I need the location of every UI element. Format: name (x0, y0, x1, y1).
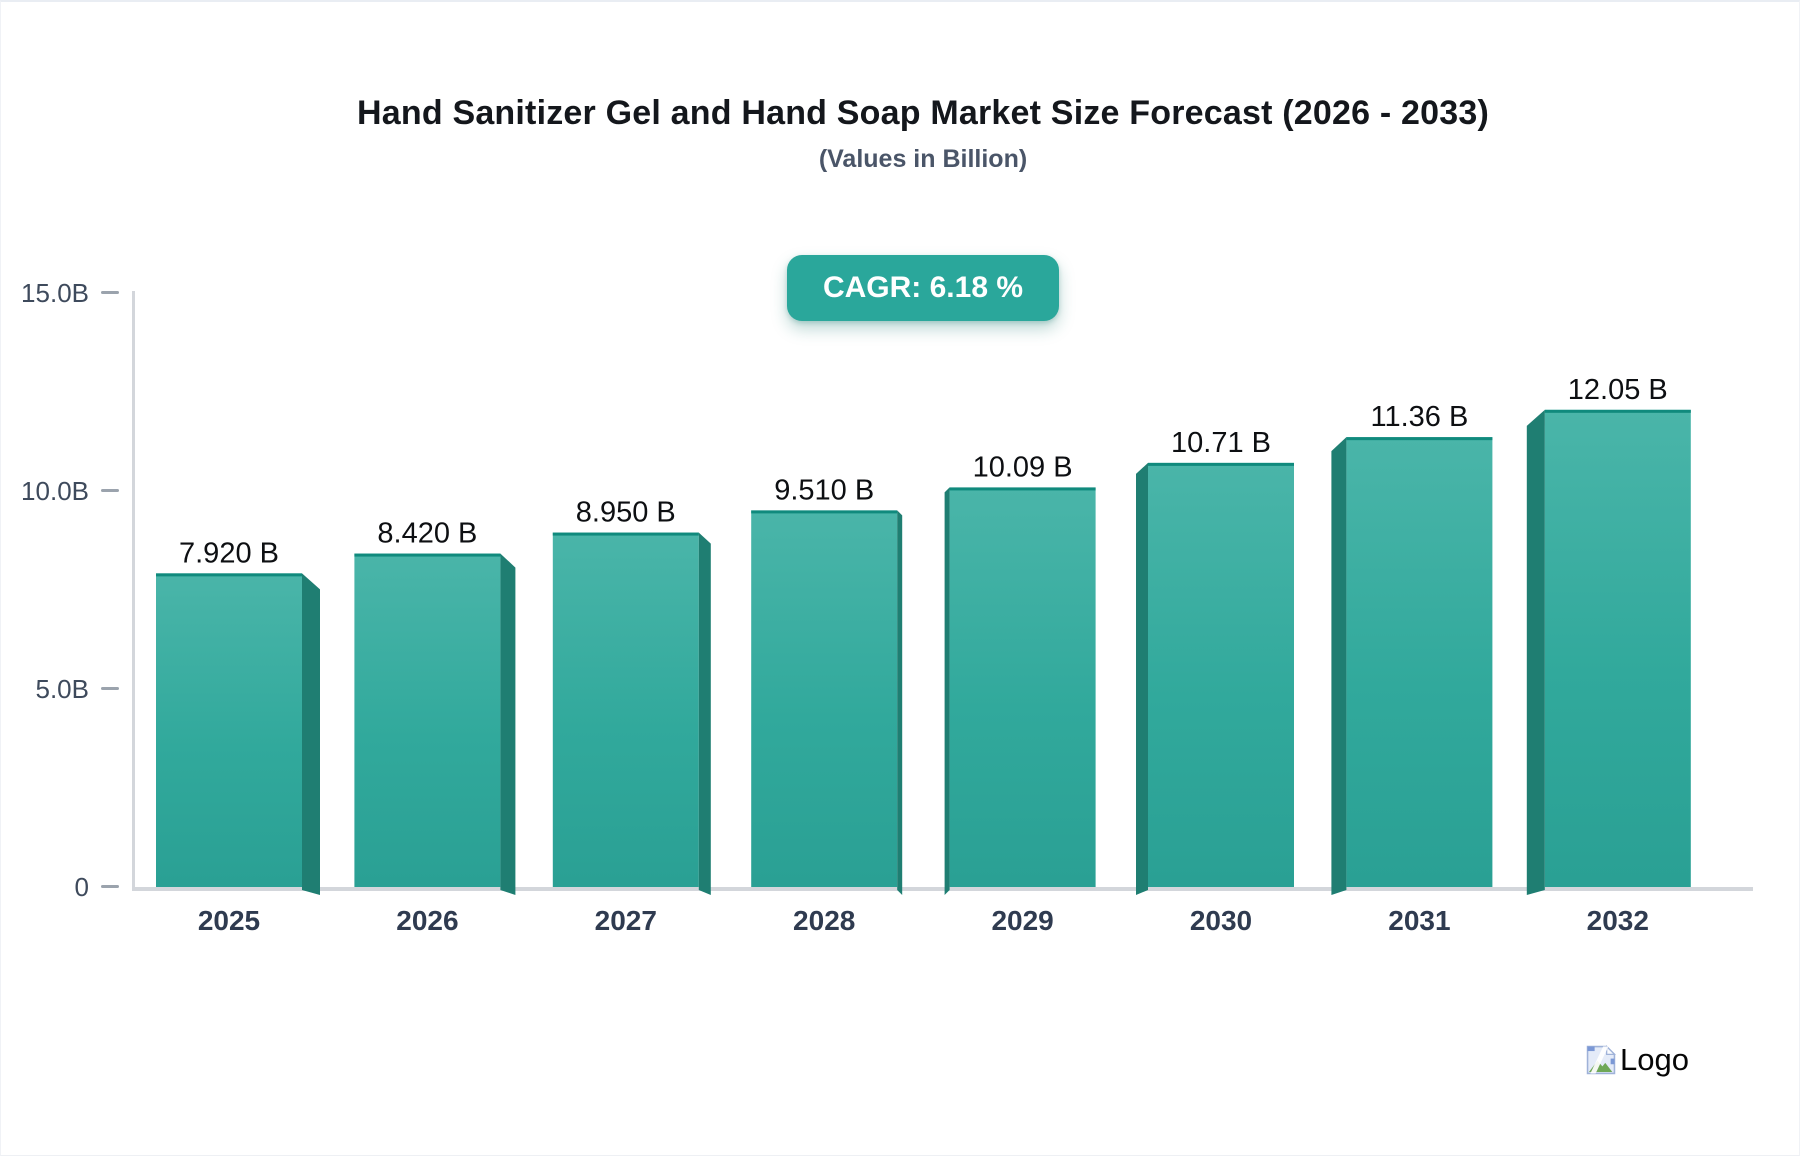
y-tick-label: 15.0B (21, 278, 89, 308)
bar-2030: 10.71 B 2030 (1136, 427, 1294, 936)
bar-face (354, 553, 501, 887)
chart-header: Hand Sanitizer Gel and Hand Soap Market … (45, 94, 1799, 174)
page-title: Hand Sanitizer Gel and Hand Soap Market … (357, 94, 1489, 132)
bar-2029: 10.09 B 2029 (944, 451, 1096, 936)
bar-2026: 8.420 B 2026 (354, 518, 516, 936)
bar-top-edge (552, 532, 699, 536)
bar-side-face (1136, 462, 1148, 895)
x-tick-label: 2029 (991, 905, 1053, 936)
x-tick-label: 2030 (1190, 905, 1252, 936)
bar-value-label: 9.510 B (774, 474, 874, 506)
bar-face (552, 532, 699, 887)
bar-top-edge (949, 487, 1096, 491)
bar-side-face (897, 510, 903, 895)
bar-side-face (1331, 437, 1347, 895)
y-tick-dash (101, 489, 119, 492)
bar-2031: 11.36 B 2031 (1331, 401, 1493, 936)
bar-side-face (944, 487, 950, 895)
bar-side-face (500, 553, 516, 895)
cagr-badge: CAGR: 6.18 % (786, 255, 1060, 321)
bar-2027: 8.950 B 2027 (552, 497, 711, 936)
x-tick-label: 2028 (793, 905, 855, 936)
cagr-badge-row: CAGR: 6.18 % (45, 255, 1799, 321)
logo: Logo (1584, 1042, 1689, 1078)
bar-side-face (1526, 409, 1545, 895)
bar-face (949, 487, 1096, 887)
bar-top-edge (1544, 409, 1691, 413)
page-subtitle: (Values in Billion) (818, 145, 1028, 173)
bar-face (1346, 437, 1493, 887)
x-tick-label: 2027 (595, 905, 657, 936)
bar-top-edge (1346, 437, 1493, 441)
bar-face (1148, 462, 1294, 887)
bar-side-face (698, 532, 711, 895)
y-tick-dash (101, 291, 119, 294)
y-tick-label: 5.0B (36, 674, 90, 704)
x-tick-label: 2026 (396, 905, 458, 936)
bar-value-label: 10.71 B (1171, 427, 1271, 459)
bar-face (751, 510, 898, 887)
logo-text: Logo (1620, 1042, 1689, 1077)
broken-image-icon (1586, 1045, 1616, 1075)
x-tick-label: 2025 (198, 905, 260, 936)
x-axis-line (132, 887, 1753, 891)
bar-value-label: 8.950 B (576, 497, 676, 529)
bar-value-label: 7.920 B (179, 537, 279, 569)
bar-side-face (302, 573, 320, 895)
x-tick-label: 2031 (1388, 905, 1450, 936)
y-tick-label: 10.0B (21, 476, 89, 506)
bar-2025: 7.920 B 2025 (156, 537, 320, 936)
bar-2032: 12.05 B 2032 (1526, 374, 1691, 936)
bar-value-label: 10.09 B (973, 451, 1073, 483)
bar-value-label: 11.36 B (1370, 401, 1468, 433)
y-tick-dash (101, 885, 119, 888)
bar-2028: 9.510 B 2028 (751, 474, 903, 936)
bar-top-edge (1148, 462, 1294, 466)
bar-top-edge (751, 510, 898, 514)
bar-top-edge (354, 553, 501, 557)
bar-face (1544, 409, 1691, 887)
y-tick-dash (101, 687, 119, 690)
bar-face (156, 573, 302, 887)
bar-top-edge (156, 573, 302, 577)
bar-value-label: 8.420 B (377, 518, 477, 550)
bar-value-label: 12.05 B (1568, 374, 1668, 406)
y-axis-line (132, 291, 135, 891)
x-tick-label: 2032 (1587, 905, 1649, 936)
y-tick-label: 0 (75, 872, 89, 902)
